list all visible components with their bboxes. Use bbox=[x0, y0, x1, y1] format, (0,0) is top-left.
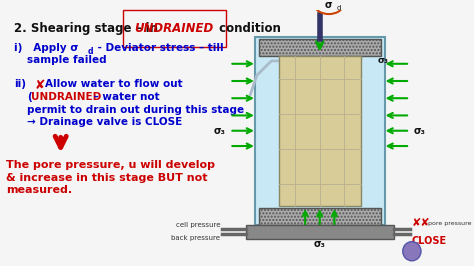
Text: 2. Shearing stage – in: 2. Shearing stage – in bbox=[14, 22, 162, 35]
Text: σ₃: σ₃ bbox=[414, 126, 426, 136]
Text: sample failed: sample failed bbox=[27, 55, 107, 65]
Circle shape bbox=[403, 242, 421, 261]
Text: permit to drain out during this stage: permit to drain out during this stage bbox=[27, 105, 244, 115]
Bar bbox=[279, 56, 361, 206]
Text: σ₃: σ₃ bbox=[377, 56, 388, 65]
Text: ii): ii) bbox=[14, 79, 26, 89]
Text: pore pressure: pore pressure bbox=[428, 221, 472, 226]
Text: σ: σ bbox=[325, 1, 333, 10]
Text: measured.: measured. bbox=[6, 185, 72, 195]
Text: & increase in this stage BUT not: & increase in this stage BUT not bbox=[6, 173, 208, 183]
Text: back pressure: back pressure bbox=[171, 235, 220, 241]
Bar bbox=[255, 37, 384, 225]
Text: condition: condition bbox=[215, 22, 281, 35]
Text: d: d bbox=[336, 5, 340, 11]
Text: Allow water to flow out: Allow water to flow out bbox=[45, 79, 183, 89]
Text: CLOSE: CLOSE bbox=[412, 236, 447, 246]
Bar bbox=[246, 225, 393, 239]
Text: σ₃: σ₃ bbox=[214, 126, 226, 136]
Bar bbox=[259, 39, 381, 56]
Text: → Drainage valve is CLOSE: → Drainage valve is CLOSE bbox=[27, 117, 182, 127]
Text: UNDRAINED: UNDRAINED bbox=[135, 22, 214, 35]
Text: ✘✘: ✘✘ bbox=[412, 218, 430, 228]
Text: d: d bbox=[88, 47, 93, 56]
Text: σ₃: σ₃ bbox=[314, 239, 326, 249]
Bar bbox=[259, 208, 381, 225]
Text: cell pressure: cell pressure bbox=[176, 222, 220, 228]
Text: ✘: ✘ bbox=[34, 79, 45, 92]
Text: The pore pressure, u will develop: The pore pressure, u will develop bbox=[6, 160, 215, 171]
Text: (: ( bbox=[27, 93, 32, 102]
Text: - Deviator stress – till: - Deviator stress – till bbox=[94, 43, 224, 53]
Text: – water not: – water not bbox=[90, 93, 159, 102]
Text: i)   Apply σ: i) Apply σ bbox=[14, 43, 79, 53]
Text: UNDRAINED: UNDRAINED bbox=[31, 93, 102, 102]
